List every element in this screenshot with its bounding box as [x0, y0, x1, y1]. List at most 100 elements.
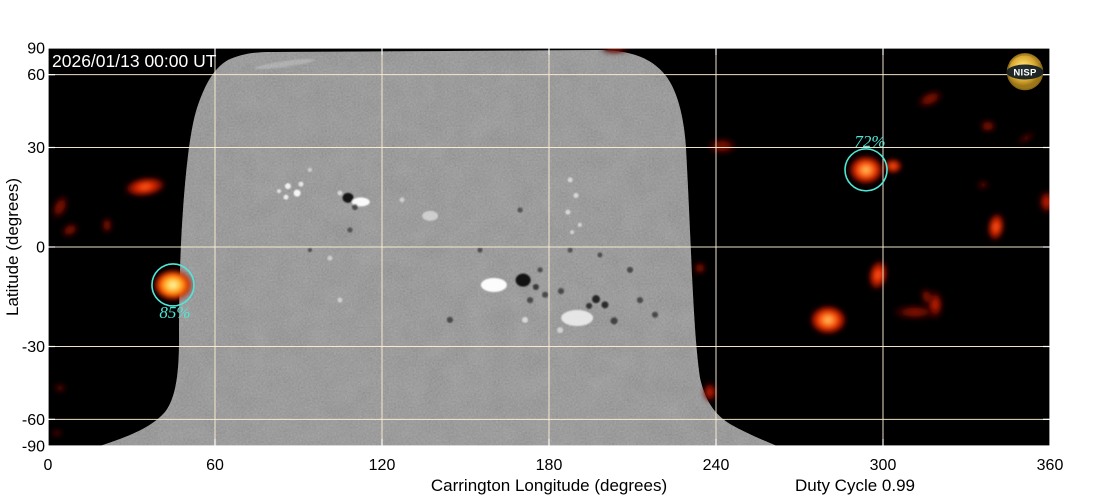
magnetogram-white-feature: [337, 190, 343, 196]
magnetogram-white-feature: [284, 183, 291, 190]
farside-blob: [701, 381, 718, 404]
magnetogram-fine-noise: [100, 50, 777, 446]
y-tick-label: 90: [27, 41, 45, 58]
magnetogram-black-feature: [557, 288, 564, 295]
magnetogram-white-feature: [351, 197, 370, 207]
y-tick-label: 0: [36, 240, 45, 257]
farside-blob: [1015, 130, 1037, 146]
farside-blob: [891, 304, 940, 321]
magnetogram-black-feature: [637, 297, 644, 304]
detection-annotations: 85% 72%: [151, 132, 888, 322]
farside-blob: [978, 119, 997, 134]
magnetogram-black-feature: [626, 266, 633, 273]
magnetogram-white-feature: [561, 309, 594, 326]
nisp-logo: NISP: [1006, 53, 1044, 91]
magnetogram-white-feature: [480, 277, 507, 292]
x-tick-label: 120: [369, 457, 396, 474]
farside-blob: [101, 216, 114, 235]
gridlines: [48, 48, 1050, 446]
farside-blob: [50, 193, 70, 221]
magnetogram-black-feature: [601, 301, 609, 309]
farside-blob: [916, 89, 945, 109]
x-axis-title: Carrington Longitude (degrees): [431, 476, 667, 495]
nisp-logo-text: NISP: [1013, 68, 1037, 79]
magnetogram-black-feature: [347, 227, 353, 233]
plot-frame: [47, 47, 1051, 447]
detection-probability-label: 85%: [159, 303, 190, 322]
magnetogram-white-feature: [567, 177, 573, 183]
x-tick-label: 240: [703, 457, 730, 474]
x-tick-label: 300: [870, 457, 897, 474]
magnetogram-black-feature: [352, 203, 359, 210]
magnetogram-white-feature: [307, 167, 312, 172]
farside-blob: [123, 176, 167, 198]
magnetogram-black-feature: [592, 295, 601, 304]
detection-circle: [151, 263, 195, 307]
farside-blob: [1037, 188, 1050, 215]
farside-blob: [51, 381, 68, 394]
magnetogram-white-feature: [277, 189, 282, 194]
magnetogram-white-feature: [399, 197, 405, 203]
farside-blob: [986, 211, 1006, 242]
y-tick-label: 30: [27, 140, 45, 157]
magnetogram-white-feature: [327, 255, 333, 261]
y-axis-tick-labels: 90 60 30 0 -30 -60 -90: [22, 41, 45, 456]
magnetogram-black-feature: [307, 248, 312, 253]
detection-circle: [844, 148, 888, 192]
farside-blob: [692, 261, 707, 276]
magnetogram-white-feature: [565, 209, 571, 215]
magnetogram-black-feature: [537, 267, 543, 273]
magnetogram-white-feature: [422, 210, 439, 221]
magnetogram-white-feature: [293, 189, 301, 197]
magnetogram-features: [255, 58, 659, 334]
detection-probability-label: 72%: [854, 132, 885, 151]
x-tick-label: 360: [1037, 457, 1064, 474]
x-tick-label: 60: [206, 457, 224, 474]
farside-blob: [60, 222, 80, 238]
x-tick-label: 0: [44, 457, 53, 474]
magnetogram-white-feature: [298, 181, 304, 187]
duty-cycle-label: Duty Cycle 0.99: [795, 476, 915, 495]
y-axis-title: Latitude (degrees): [3, 178, 22, 316]
y-tick-label: -30: [22, 339, 45, 356]
timestamp-label: 2026/01/13 00:00 UT: [52, 51, 217, 71]
magnetogram-white-feature: [577, 222, 582, 227]
magnetogram-white-feature: [522, 316, 529, 323]
magnetogram-white-feature: [570, 230, 575, 235]
magnetogram-black-feature: [517, 207, 523, 213]
magnetogram-black-feature: [515, 273, 531, 287]
farside-blob: [49, 428, 64, 439]
magnetogram-black-feature: [527, 297, 534, 304]
magnetogram-black-feature: [652, 311, 659, 318]
x-axis-tick-labels: 0 60 120 180 240 300 360: [44, 457, 1064, 474]
farside-blob: [848, 154, 885, 185]
magnetogram-white-feature: [337, 297, 343, 303]
nisp-logo-ray-arc: [1009, 53, 1041, 64]
magnetogram-white-feature: [557, 327, 564, 334]
y-tick-label: -60: [22, 412, 45, 429]
y-tick-label: 60: [27, 67, 45, 84]
magnetogram-black-feature: [532, 284, 539, 291]
magnetogram-white-feature: [573, 192, 579, 198]
magnetogram-white-feature: [283, 194, 289, 200]
magnetogram-black-feature: [477, 247, 483, 253]
magnetogram-black-feature: [567, 247, 573, 253]
magnetogram-black-feature: [542, 291, 549, 298]
farside-blob: [598, 48, 631, 54]
magnetogram-black-feature: [446, 316, 453, 323]
farside-blob: [883, 158, 904, 175]
x-tick-label: 180: [536, 457, 563, 474]
y-tick-label: -90: [22, 439, 45, 456]
magnetogram-black-feature: [586, 302, 593, 309]
tick-marks: [48, 48, 1050, 446]
magnetogram-black-feature: [342, 192, 354, 203]
farside-blob: [706, 136, 739, 155]
nisp-logo-band: [1006, 64, 1044, 80]
farside-blobs-layer: [49, 48, 1050, 439]
farside-blob: [974, 178, 991, 191]
magnetogram-black-feature: [610, 317, 618, 325]
farside-blob: [809, 304, 848, 335]
magnetogram-black-feature: [597, 252, 603, 258]
farside-blob: [919, 287, 935, 307]
